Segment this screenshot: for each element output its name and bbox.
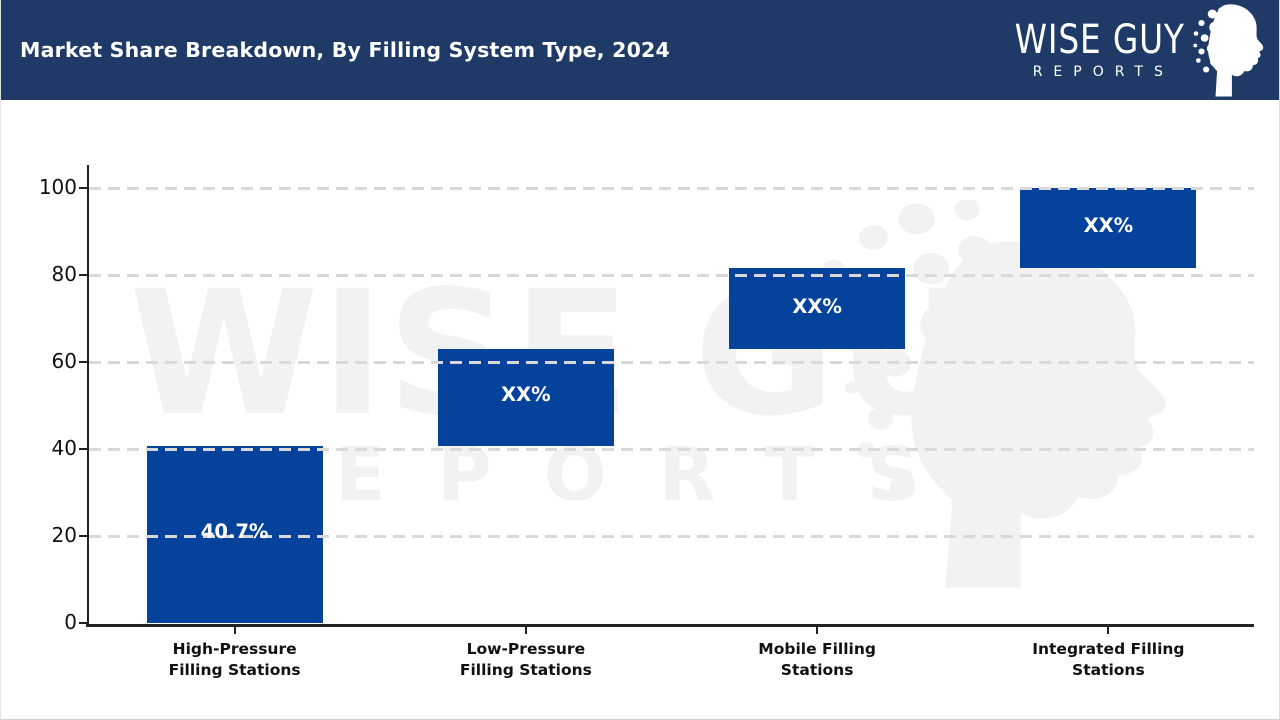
- x-category-label-mobile-filling-stations: Mobile Filling Stations: [687, 639, 947, 681]
- y-tick-label: 20: [51, 523, 77, 547]
- y-tick-label: 60: [51, 349, 77, 373]
- grid-line-20: [89, 534, 1254, 538]
- y-tick-label: 0: [64, 610, 77, 634]
- bar-value-label: 40.7%: [200, 520, 269, 544]
- grid-line-100: [89, 186, 1254, 190]
- page-title: Market Share Breakdown, By Filling Syste…: [20, 38, 670, 62]
- x-category-label-line: Low-Pressure: [466, 640, 586, 658]
- bar-value-label: XX%: [501, 383, 551, 407]
- y-tick-label: 80: [51, 262, 77, 286]
- bar-value-label: XX%: [1083, 214, 1134, 238]
- wise-guy-logo: WISE GUY REPORTS: [996, 0, 1267, 100]
- header-banner: Market Share Breakdown, By Filling Syste…: [1, 0, 1279, 100]
- x-category-label-line: Integrated Filling: [1032, 640, 1185, 658]
- y-tick: [79, 448, 87, 450]
- y-tick: [79, 622, 87, 624]
- x-category-label-line: Filling Stations: [459, 661, 592, 679]
- y-tick: [79, 361, 87, 363]
- x-category-label-line: Stations: [780, 661, 854, 679]
- logo-head-profile-icon: [1193, 4, 1264, 97]
- x-category-label-high-pressure-filling-stations: High-Pressure Filling Stations: [105, 639, 365, 681]
- x-tick: [1107, 627, 1110, 634]
- grid-line-40: [89, 447, 1254, 451]
- grid-line-80: [89, 273, 1254, 277]
- y-tick: [79, 187, 87, 189]
- x-category-label-integrated-filling-stations: Integrated Filling Stations: [978, 639, 1238, 681]
- x-category-label-line: Stations: [1072, 661, 1145, 679]
- bar-low-pressure-filling-stations: [437, 348, 614, 446]
- y-axis-line: [87, 165, 89, 626]
- x-category-label-line: Mobile Filling: [758, 640, 876, 658]
- x-category-label-line: Filling Stations: [168, 661, 301, 679]
- y-tick: [79, 274, 87, 276]
- logo-wordmark-main: WISE GUY: [1014, 17, 1185, 63]
- x-tick: [233, 627, 236, 634]
- logo-wordmark-sub: REPORTS: [1032, 64, 1174, 80]
- y-tick: [79, 535, 87, 537]
- y-tick-label: 100: [38, 175, 77, 199]
- y-tick-label: 40: [51, 436, 77, 460]
- x-axis-line: [86, 624, 1254, 627]
- logo-wordmark: WISE GUY REPORTS: [996, 20, 1203, 80]
- x-category-label-low-pressure-filling-stations: Low-Pressure Filling Stations: [396, 639, 656, 681]
- bar-high-pressure-filling-stations: [146, 445, 323, 623]
- grid-line-60: [89, 360, 1254, 364]
- x-category-label-line: High-Pressure: [172, 640, 297, 658]
- x-tick: [816, 627, 819, 634]
- x-tick: [524, 627, 527, 634]
- bar-value-label: XX%: [792, 294, 842, 318]
